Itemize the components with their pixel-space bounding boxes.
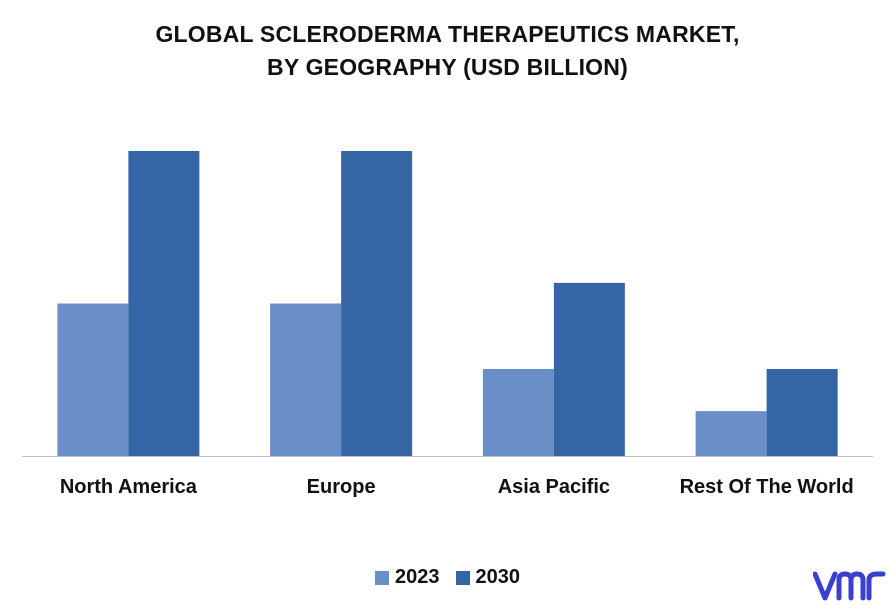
chart-legend: 2023 2030 xyxy=(0,566,895,589)
bar-rest-of-the-world-2030 xyxy=(766,368,838,456)
x-tick-label-asia-pacific: Asia Pacific xyxy=(498,476,610,498)
x-tick-label-europe: Europe xyxy=(307,476,376,498)
bar-north-america-2030 xyxy=(128,151,200,456)
x-tick-label-rest-of-the-world: Rest Of The World xyxy=(680,476,854,498)
chart-title-line-2: BY GEOGRAPHY (USD BILLION) xyxy=(267,54,628,80)
vmr-logo-icon xyxy=(813,571,886,601)
legend-label-2030: 2030 xyxy=(475,566,521,588)
legend-label-2023: 2023 xyxy=(395,566,440,588)
bar-asia-pacific-2030 xyxy=(553,282,625,456)
x-tick-label-north-america: North America xyxy=(60,476,198,498)
bar-chart: North America Europe Asia Pacific Rest Of T… xyxy=(22,151,873,498)
bar-rest-of-the-world-2023 xyxy=(695,411,767,456)
legend-item-2023: 2023 xyxy=(375,566,440,589)
bar-asia-pacific-2023 xyxy=(482,368,554,456)
chart-title: GLOBAL SCLERODERMA THERAPEUTICS MARKET, … xyxy=(0,18,895,84)
legend-item-2030: 2030 xyxy=(455,566,521,589)
legend-swatch-2030 xyxy=(455,570,470,585)
bar-north-america-2023 xyxy=(57,303,129,456)
bar-europe-2030 xyxy=(341,151,413,456)
chart-title-line-1: GLOBAL SCLERODERMA THERAPEUTICS MARKET, xyxy=(155,21,740,47)
legend-swatch-2023 xyxy=(375,570,389,585)
bar-europe-2023 xyxy=(270,303,342,456)
